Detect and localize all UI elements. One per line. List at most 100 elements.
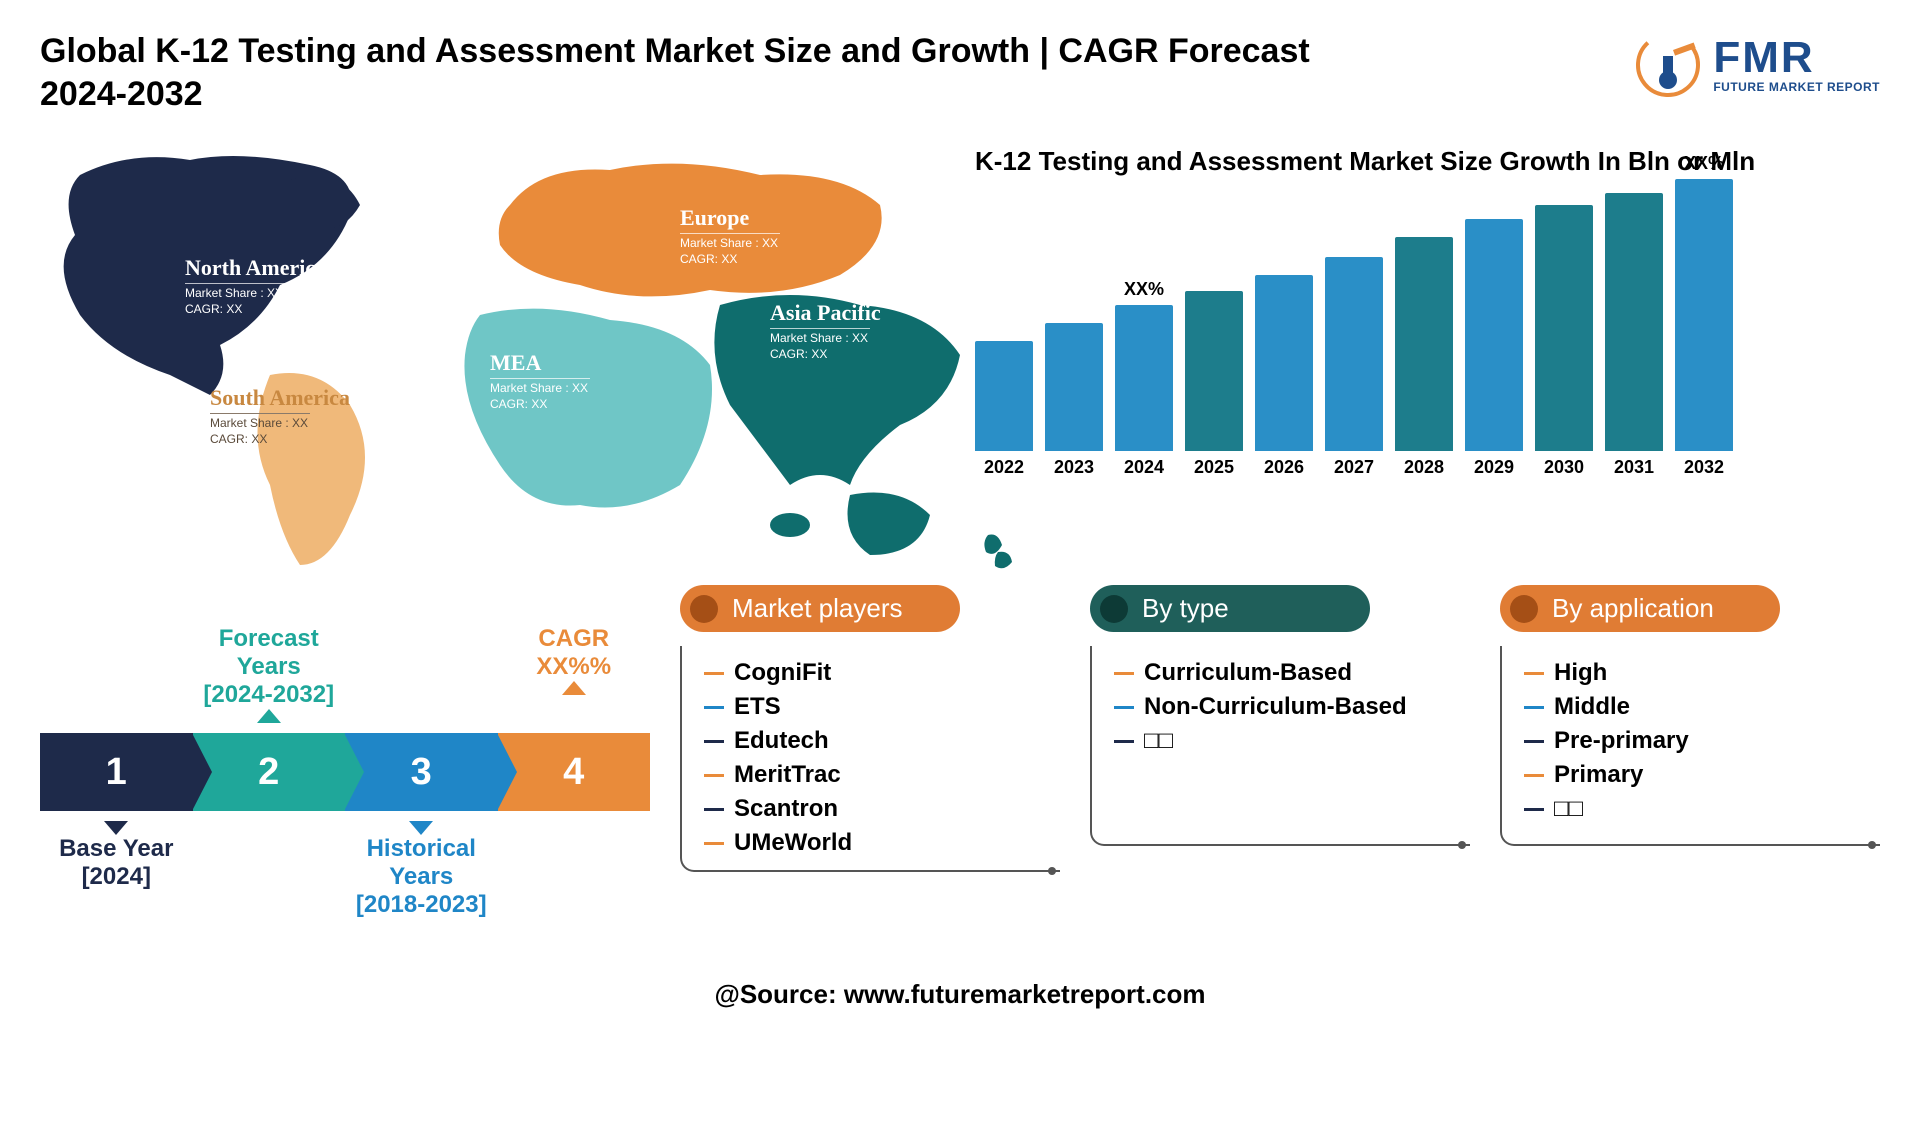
section-pill: By type (1090, 585, 1370, 632)
list-tick-icon (704, 740, 724, 743)
timeline-bottom-labels: Base Year[2024] Historical Years[2018-202… (40, 817, 650, 919)
list-item: Curriculum-Based (1114, 656, 1470, 690)
timeline-segment-3: 3 (345, 733, 498, 811)
list-item-text: □□ (1144, 727, 1173, 755)
list-tick-icon (704, 808, 724, 811)
section-pill: By application (1500, 585, 1780, 632)
section-by-application: By application High Middle Pre-primary Prima… (1500, 585, 1880, 846)
bar-year-label: 2030 (1544, 457, 1584, 478)
bar-2025: 2025 (1185, 291, 1243, 478)
list-item: CogniFit (704, 656, 1060, 690)
bar (1325, 257, 1383, 451)
bar-year-label: 2022 (984, 457, 1024, 478)
region-mea-shape (440, 295, 740, 525)
bar-chart: K-12 Testing and Assessment Market Size … (975, 135, 1880, 535)
world-map: North America Market Share : XX CAGR: XX… (40, 135, 945, 535)
region-north-america-label: North America Market Share : XX CAGR: XX (185, 255, 326, 317)
list-item-text: Non-Curriculum-Based (1144, 693, 1407, 721)
list-tick-icon (1524, 672, 1544, 675)
list-tick-icon (1114, 706, 1134, 709)
section-list: High Middle Pre-primary Primary □□ (1500, 646, 1880, 846)
list-item: UMeWorld (704, 826, 1060, 860)
list-item: Primary (1524, 758, 1880, 792)
timeline-segment-1: 1 (40, 733, 193, 811)
bar (1255, 275, 1313, 451)
section-market-players: Market players CogniFit ETS Edutech MeritTra… (680, 585, 1060, 872)
arrow-up-icon (257, 709, 281, 723)
arrow-down-icon (409, 821, 433, 835)
list-tick-icon (704, 672, 724, 675)
timeline-top-labels: Forecast Years[2024-2032]CAGRXX%% (40, 625, 650, 727)
region-nz-shape (980, 530, 1020, 575)
section-list: Curriculum-Based Non-Curriculum-Based □□ (1090, 646, 1470, 846)
list-tick-icon (1524, 808, 1544, 811)
list-item: High (1524, 656, 1880, 690)
list-tick-icon (1524, 774, 1544, 777)
bar-year-label: 2028 (1404, 457, 1444, 478)
list-tick-icon (1114, 740, 1134, 743)
bar-year-label: 2029 (1474, 457, 1514, 478)
bar (975, 341, 1033, 451)
bar-year-label: 2025 (1194, 457, 1234, 478)
list-item-text: Scantron (734, 795, 838, 823)
bar-2022: 2022 (975, 341, 1033, 478)
list-item-text: UMeWorld (734, 829, 852, 857)
list-item-text: CogniFit (734, 659, 831, 687)
bar-annotation: XX% (1124, 279, 1164, 300)
page-title: Global K-12 Testing and Assessment Marke… (40, 30, 1340, 115)
section-pill: Market players (680, 585, 960, 632)
timeline-bottom-label: Historical Years[2018-2023] (345, 835, 498, 919)
timeline-segment-4: 4 (498, 733, 651, 811)
list-tick-icon (1114, 672, 1134, 675)
list-item-text: Pre-primary (1554, 727, 1689, 755)
list-item-text: Curriculum-Based (1144, 659, 1352, 687)
bar-2030: 2030 (1535, 205, 1593, 478)
bar (1045, 323, 1103, 451)
list-item: MeritTrac (704, 758, 1060, 792)
bar (1535, 205, 1593, 451)
region-asia-pacific-label: Asia Pacific Market Share : XX CAGR: XX (770, 300, 881, 362)
bar (1395, 237, 1453, 451)
arrow-up-icon (562, 681, 586, 695)
bar-chart-title: K-12 Testing and Assessment Market Size … (975, 145, 1880, 178)
logo-icon (1633, 30, 1703, 100)
list-tick-icon (704, 774, 724, 777)
logo: FMR FUTURE MARKET REPORT (1633, 30, 1880, 100)
bar-2031: 2031 (1605, 193, 1663, 478)
list-item: □□ (1524, 792, 1880, 826)
section-title: Market players (732, 593, 903, 624)
list-item-text: Middle (1554, 693, 1630, 721)
logo-text: FMR (1713, 36, 1880, 80)
bar (1115, 305, 1173, 451)
list-tick-icon (704, 842, 724, 845)
section-title: By type (1142, 593, 1229, 624)
bar-year-label: 2031 (1614, 457, 1654, 478)
timeline: Forecast Years[2024-2032]CAGRXX%% 1234 B… (40, 585, 650, 919)
list-item-text: High (1554, 659, 1607, 687)
bar-year-label: 2024 (1124, 457, 1164, 478)
header: Global K-12 Testing and Assessment Marke… (40, 30, 1880, 115)
arrow-down-icon (104, 821, 128, 835)
timeline-top-label: CAGRXX%% (498, 625, 651, 681)
list-item-text: Edutech (734, 727, 829, 755)
list-item: ETS (704, 690, 1060, 724)
list-item: Middle (1524, 690, 1880, 724)
bar (1675, 179, 1733, 451)
bar-2029: 2029 (1465, 219, 1523, 478)
timeline-segment-2: 2 (193, 733, 346, 811)
pill-dot-icon (1100, 595, 1128, 623)
pill-dot-icon (1510, 595, 1538, 623)
list-item: Non-Curriculum-Based (1114, 690, 1470, 724)
list-item-text: □□ (1554, 795, 1583, 823)
section-list: CogniFit ETS Edutech MeritTrac Scantron UMeWo… (680, 646, 1060, 872)
bar-annotation: XX% (1684, 153, 1724, 174)
bar (1465, 219, 1523, 451)
list-item: Scantron (704, 792, 1060, 826)
list-tick-icon (704, 706, 724, 709)
bar-2027: 2027 (1325, 257, 1383, 478)
region-europe-label: Europe Market Share : XX CAGR: XX (680, 205, 780, 267)
section-by-type: By type Curriculum-Based Non-Curriculum-Ba… (1090, 585, 1470, 846)
timeline-bottom-label: Base Year[2024] (40, 835, 193, 891)
bar-2026: 2026 (1255, 275, 1313, 478)
logo-subtext: FUTURE MARKET REPORT (1713, 80, 1880, 94)
